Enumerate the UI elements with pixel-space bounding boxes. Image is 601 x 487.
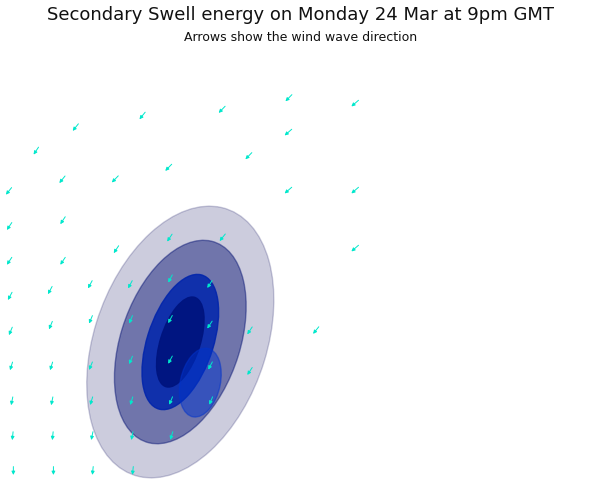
- Text: Secondary Swell energy on Monday 24 Mar at 9pm GMT: Secondary Swell energy on Monday 24 Mar …: [47, 6, 554, 24]
- Ellipse shape: [114, 240, 246, 444]
- Ellipse shape: [142, 274, 219, 410]
- Ellipse shape: [180, 348, 221, 417]
- Ellipse shape: [156, 297, 204, 387]
- Text: Arrows show the wind wave direction: Arrows show the wind wave direction: [184, 32, 417, 44]
- Ellipse shape: [87, 206, 274, 478]
